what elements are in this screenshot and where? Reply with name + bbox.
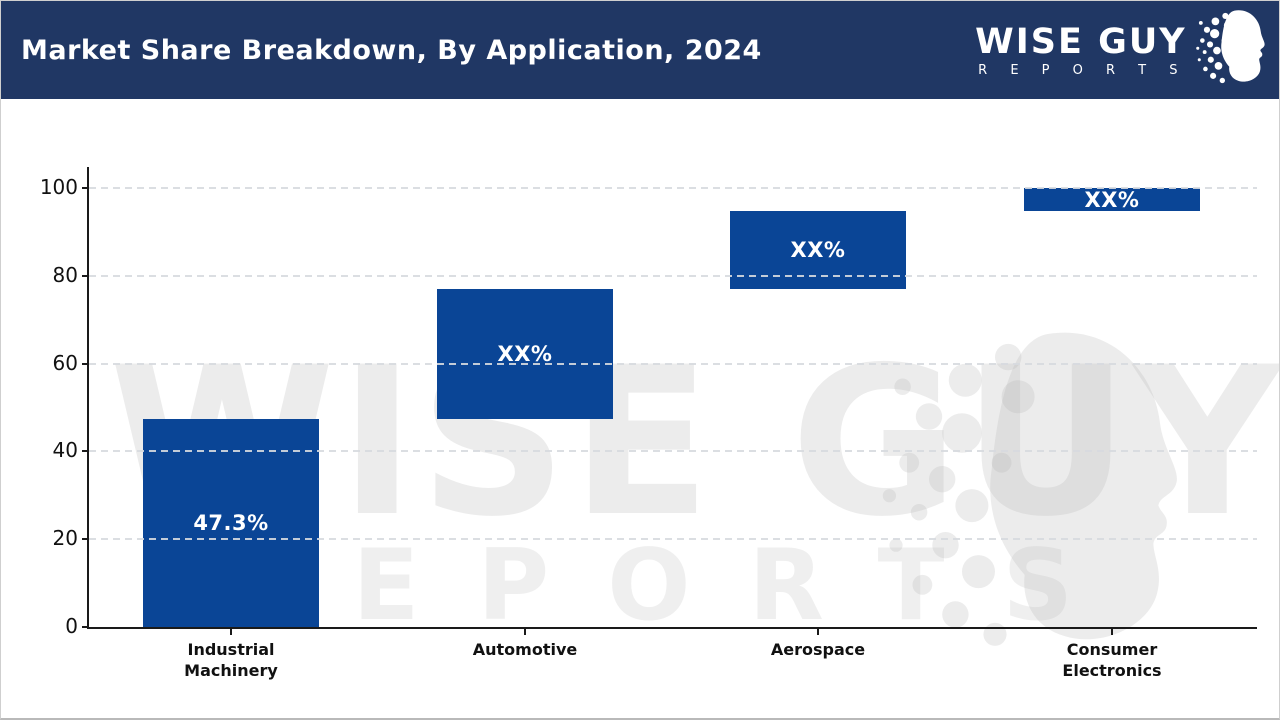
y-tick-label-0: 0 xyxy=(65,614,78,638)
y-tick-label-100: 100 xyxy=(39,175,78,199)
watermark-reports-text: REPORTS xyxy=(219,529,1132,643)
y-tick-0 xyxy=(82,626,89,628)
wiseguy-logo: WISE GUY R E P O R T S xyxy=(975,9,1269,93)
y-tick-label-40: 40 xyxy=(52,438,78,463)
waterfall-chart: WISE GUY REPORTS 47.3% XX% XX% XX% 0 20 40 60 80 xyxy=(1,99,1279,718)
wiseguy-logo-text: WISE GUY R E P O R T S xyxy=(975,21,1187,78)
gridline-20 xyxy=(89,538,1257,541)
gridline-60 xyxy=(89,362,1257,365)
bar-aerospace: XX% xyxy=(730,211,906,289)
x-tick-3 xyxy=(1111,628,1113,635)
bar-consumer-electronics: XX% xyxy=(1024,187,1200,212)
bar-value-label: 47.3% xyxy=(193,511,269,536)
bar-industrial-machinery: 47.3% xyxy=(143,419,319,627)
bar-automotive: XX% xyxy=(437,288,613,420)
gridline-100 xyxy=(89,187,1257,189)
y-tick-20 xyxy=(82,538,89,541)
category-label-2: Aerospace xyxy=(770,640,866,659)
gridline-80 xyxy=(89,274,1257,277)
bar-value-label: XX% xyxy=(497,342,553,367)
gridline-40 xyxy=(89,450,1257,453)
page-title: Market Share Breakdown, By Application, … xyxy=(21,34,762,66)
category-label-1: Automotive xyxy=(472,640,578,659)
x-axis-line xyxy=(87,627,1257,629)
y-tick-40 xyxy=(82,450,89,453)
y-tick-100 xyxy=(82,187,89,189)
x-tick-0 xyxy=(230,628,232,635)
category-label-0: Industrial Machinery xyxy=(184,640,278,680)
wiseguy-face-icon xyxy=(1191,6,1269,96)
x-tick-2 xyxy=(817,628,819,635)
y-tick-label-60: 60 xyxy=(52,350,78,375)
y-tick-60 xyxy=(82,362,89,365)
watermark-face-icon xyxy=(863,309,1193,693)
header-bar: Market Share Breakdown, By Application, … xyxy=(1,1,1279,99)
y-axis-line xyxy=(87,167,89,629)
logo-reports-label: R E P O R T S xyxy=(978,62,1187,78)
bar-value-label: XX% xyxy=(1084,187,1140,212)
y-tick-label-20: 20 xyxy=(52,526,78,551)
x-tick-1 xyxy=(524,628,526,635)
category-label-3: Consumer Electronics xyxy=(1062,640,1162,680)
logo-wiseguy-label: WISE GUY xyxy=(975,21,1187,62)
bar-value-label: XX% xyxy=(790,238,846,263)
y-tick-80 xyxy=(82,274,89,277)
y-tick-label-80: 80 xyxy=(52,262,78,287)
